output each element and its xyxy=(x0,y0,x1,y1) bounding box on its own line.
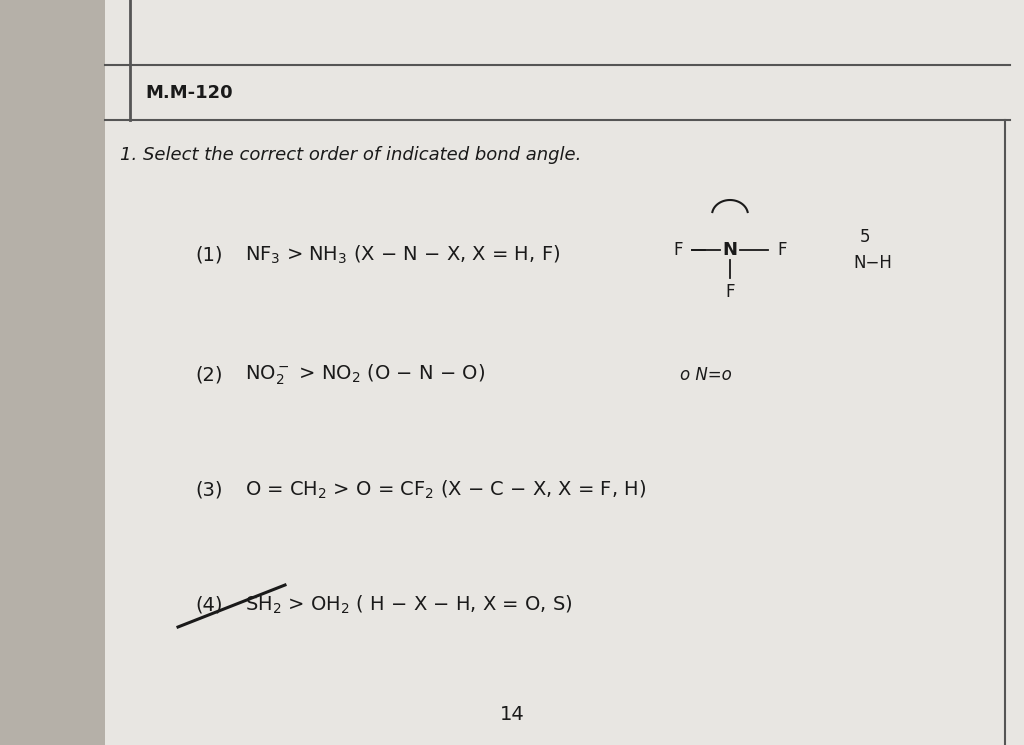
Text: F: F xyxy=(777,241,786,259)
Text: N: N xyxy=(723,241,737,259)
Text: M.M-120: M.M-120 xyxy=(145,84,232,102)
Text: o N=o: o N=o xyxy=(680,366,732,384)
Text: (2): (2) xyxy=(195,366,222,384)
Text: (1): (1) xyxy=(195,246,222,264)
Text: F: F xyxy=(725,283,735,301)
Text: NF$_3$ > NH$_3$ (X − N − X, X = H, F): NF$_3$ > NH$_3$ (X − N − X, X = H, F) xyxy=(245,244,560,266)
Text: 5: 5 xyxy=(860,228,870,246)
Text: N−H: N−H xyxy=(853,254,892,272)
Bar xyxy=(0,0,105,745)
Text: O = CH$_2$ > O = CF$_2$ (X − C − X, X = F, H): O = CH$_2$ > O = CF$_2$ (X − C − X, X = … xyxy=(245,479,646,501)
Text: SH$_2$ > OH$_2$ ( H − X − H, X = O, S): SH$_2$ > OH$_2$ ( H − X − H, X = O, S) xyxy=(245,594,572,616)
Text: (3): (3) xyxy=(195,481,222,499)
Text: 1. Select the correct order of indicated bond angle.: 1. Select the correct order of indicated… xyxy=(120,146,582,164)
Text: F: F xyxy=(673,241,683,259)
Text: (4): (4) xyxy=(195,595,222,615)
Text: NO$_2^-$ > NO$_2$ (O − N − O): NO$_2^-$ > NO$_2$ (O − N − O) xyxy=(245,363,485,387)
Bar xyxy=(105,0,1000,745)
Text: 14: 14 xyxy=(500,706,524,724)
